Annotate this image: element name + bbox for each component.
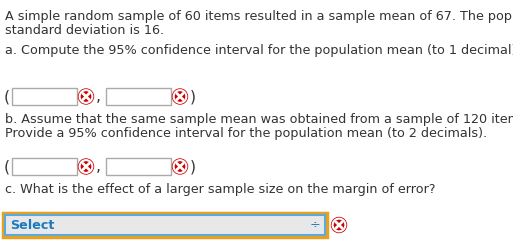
FancyBboxPatch shape [12,158,77,175]
Text: standard deviation is 16.: standard deviation is 16. [5,24,164,37]
Text: (: ( [4,89,10,104]
Text: ): ) [190,89,196,104]
Text: ÷: ÷ [310,219,321,231]
Text: a. Compute the 95% confidence interval for the population mean (to 1 decimal).: a. Compute the 95% confidence interval f… [5,44,513,57]
Text: ,: , [96,159,101,174]
Circle shape [78,89,93,104]
Text: ): ) [190,159,196,174]
FancyBboxPatch shape [106,158,171,175]
Text: Select: Select [10,219,54,231]
FancyBboxPatch shape [12,88,77,105]
Text: Provide a 95% confidence interval for the population mean (to 2 decimals).: Provide a 95% confidence interval for th… [5,127,487,140]
Circle shape [331,218,346,232]
Text: (: ( [4,159,10,174]
Text: ,: , [96,89,101,104]
Circle shape [78,159,93,174]
FancyBboxPatch shape [3,213,327,237]
Text: b. Assume that the same sample mean was obtained from a sample of 120 items.: b. Assume that the same sample mean was … [5,113,513,126]
Circle shape [172,89,187,104]
Text: c. What is the effect of a larger sample size on the margin of error?: c. What is the effect of a larger sample… [5,183,436,196]
FancyBboxPatch shape [5,215,325,235]
FancyBboxPatch shape [106,88,171,105]
Circle shape [172,159,187,174]
Text: A simple random sample of 60 items resulted in a sample mean of 67. The populati: A simple random sample of 60 items resul… [5,10,513,23]
